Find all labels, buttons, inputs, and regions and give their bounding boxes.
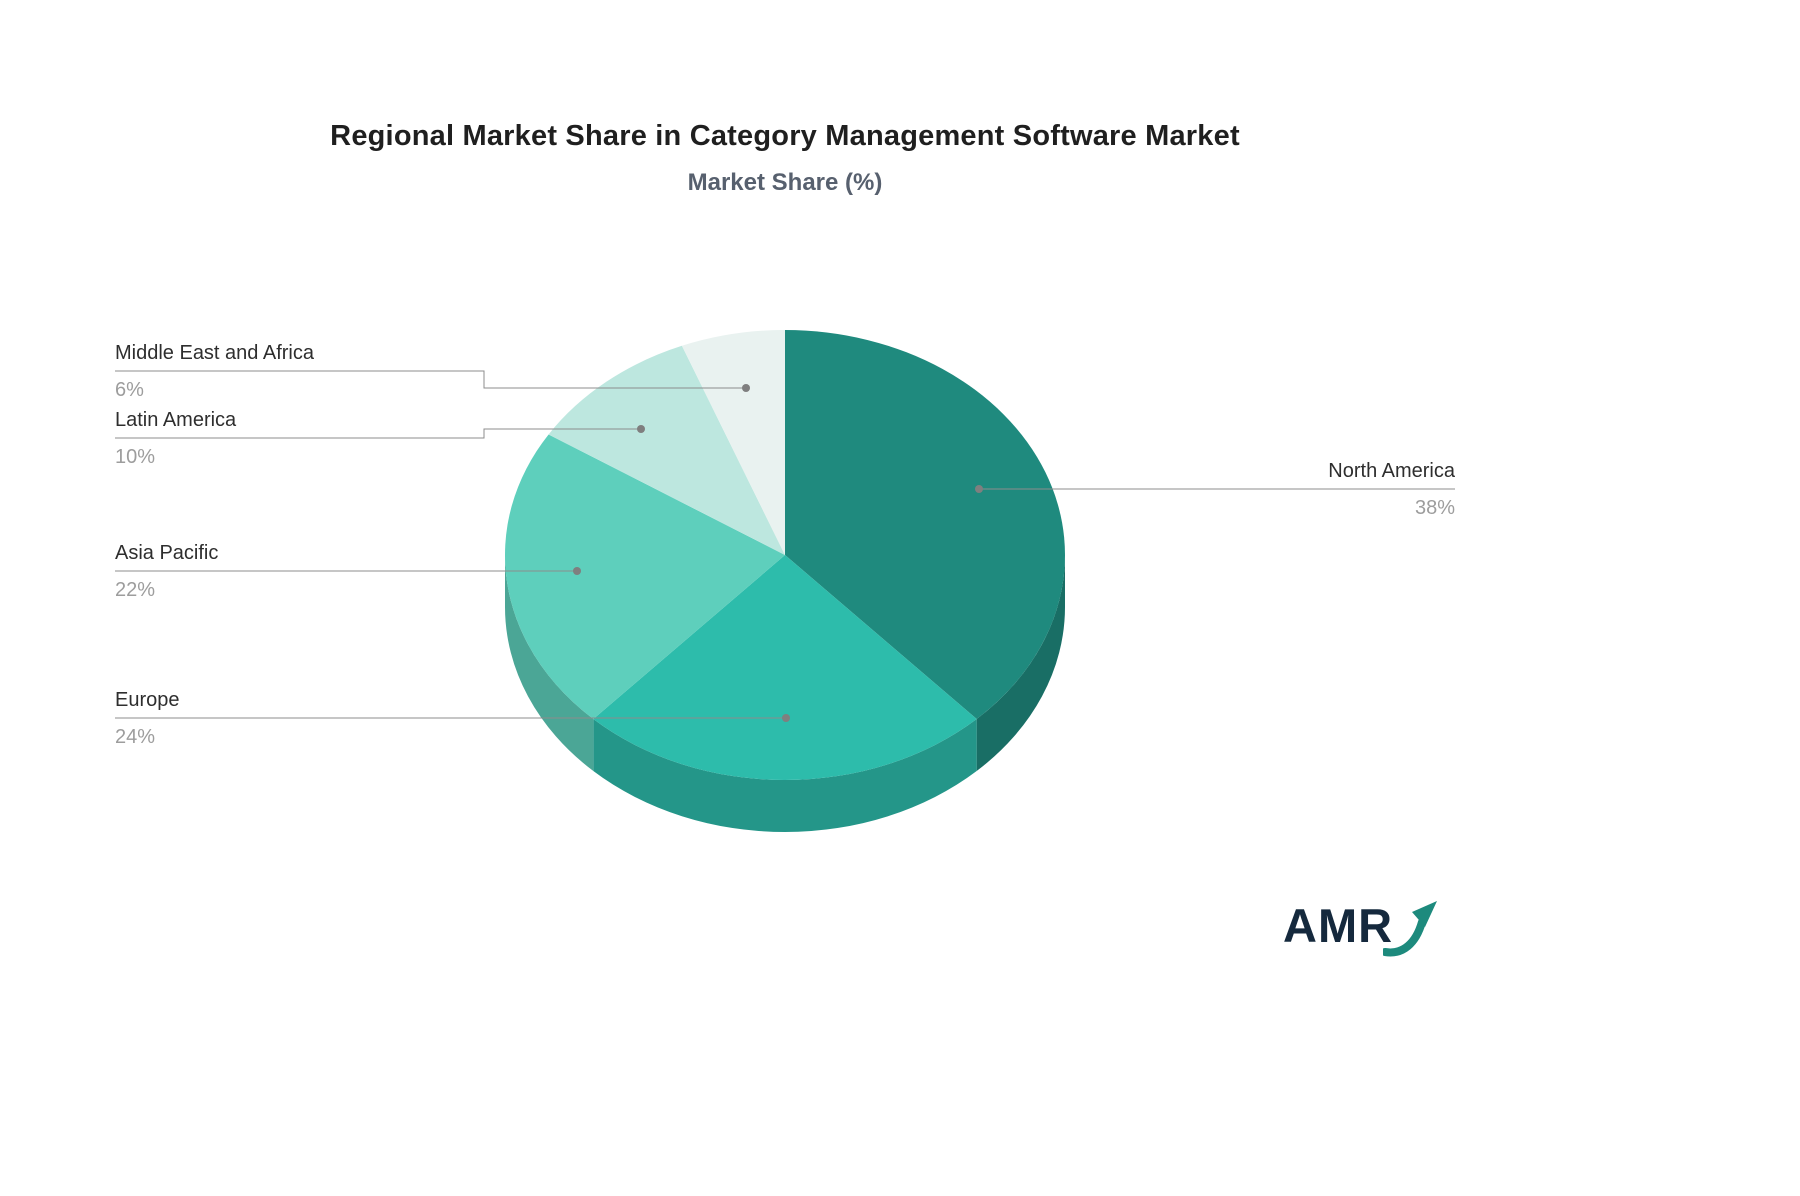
pie-slice-asia-pacific[interactable] xyxy=(505,434,785,720)
slice-percent: 10% xyxy=(115,446,156,468)
pie-slice-north-america[interactable] xyxy=(785,330,1065,720)
callout-middle-east-and-africa: Middle East and Africa 6% xyxy=(115,342,314,402)
slice-percent: 24% xyxy=(115,726,156,748)
slice-label: Asia Pacific xyxy=(115,542,219,564)
callout-latin-america: Latin America 10% xyxy=(115,409,236,469)
callout-north-america: North America 38% xyxy=(1155,460,1455,520)
chart-subtitle: Market Share (%) xyxy=(687,169,883,196)
leader-dot-latin-america xyxy=(637,425,645,433)
slice-percent: 22% xyxy=(115,579,156,601)
leader-line-latin-america xyxy=(115,428,641,439)
slice-percent: 38% xyxy=(1414,497,1455,519)
amr-logo: AMR xyxy=(1283,898,1453,970)
amr-logo-text: AMR xyxy=(1283,899,1394,952)
arrow-swoosh xyxy=(1383,918,1426,957)
leader-dot-middle-east-and-africa xyxy=(742,384,750,392)
leader-dot-europe xyxy=(782,714,790,722)
pie-wall-europe xyxy=(593,719,977,832)
pie-slice-latin-america[interactable] xyxy=(548,345,785,555)
slice-label: Europe xyxy=(115,689,180,711)
leader-dot-north-america xyxy=(975,485,983,493)
slice-label: Middle East and Africa xyxy=(115,342,314,364)
callout-europe: Europe 24% xyxy=(115,689,180,749)
pie-wall-asia-pacific xyxy=(505,555,594,772)
leader-dot-asia-pacific xyxy=(573,567,581,575)
slice-label: North America xyxy=(1328,460,1455,482)
pie-slice-europe[interactable] xyxy=(593,555,977,780)
chart-title: Regional Market Share in Category Manage… xyxy=(330,120,1240,152)
amr-logo-arrow-icon xyxy=(1383,901,1437,957)
pie-wall-north-america xyxy=(976,555,1065,772)
callout-asia-pacific: Asia Pacific 22% xyxy=(115,542,218,602)
slice-label: Latin America xyxy=(115,409,237,431)
arrow-head xyxy=(1412,901,1437,927)
slice-percent: 6% xyxy=(115,379,144,401)
pie-slice-middle-east-and-africa[interactable] xyxy=(681,330,785,555)
leader-line-middle-east-and-africa xyxy=(115,370,746,389)
